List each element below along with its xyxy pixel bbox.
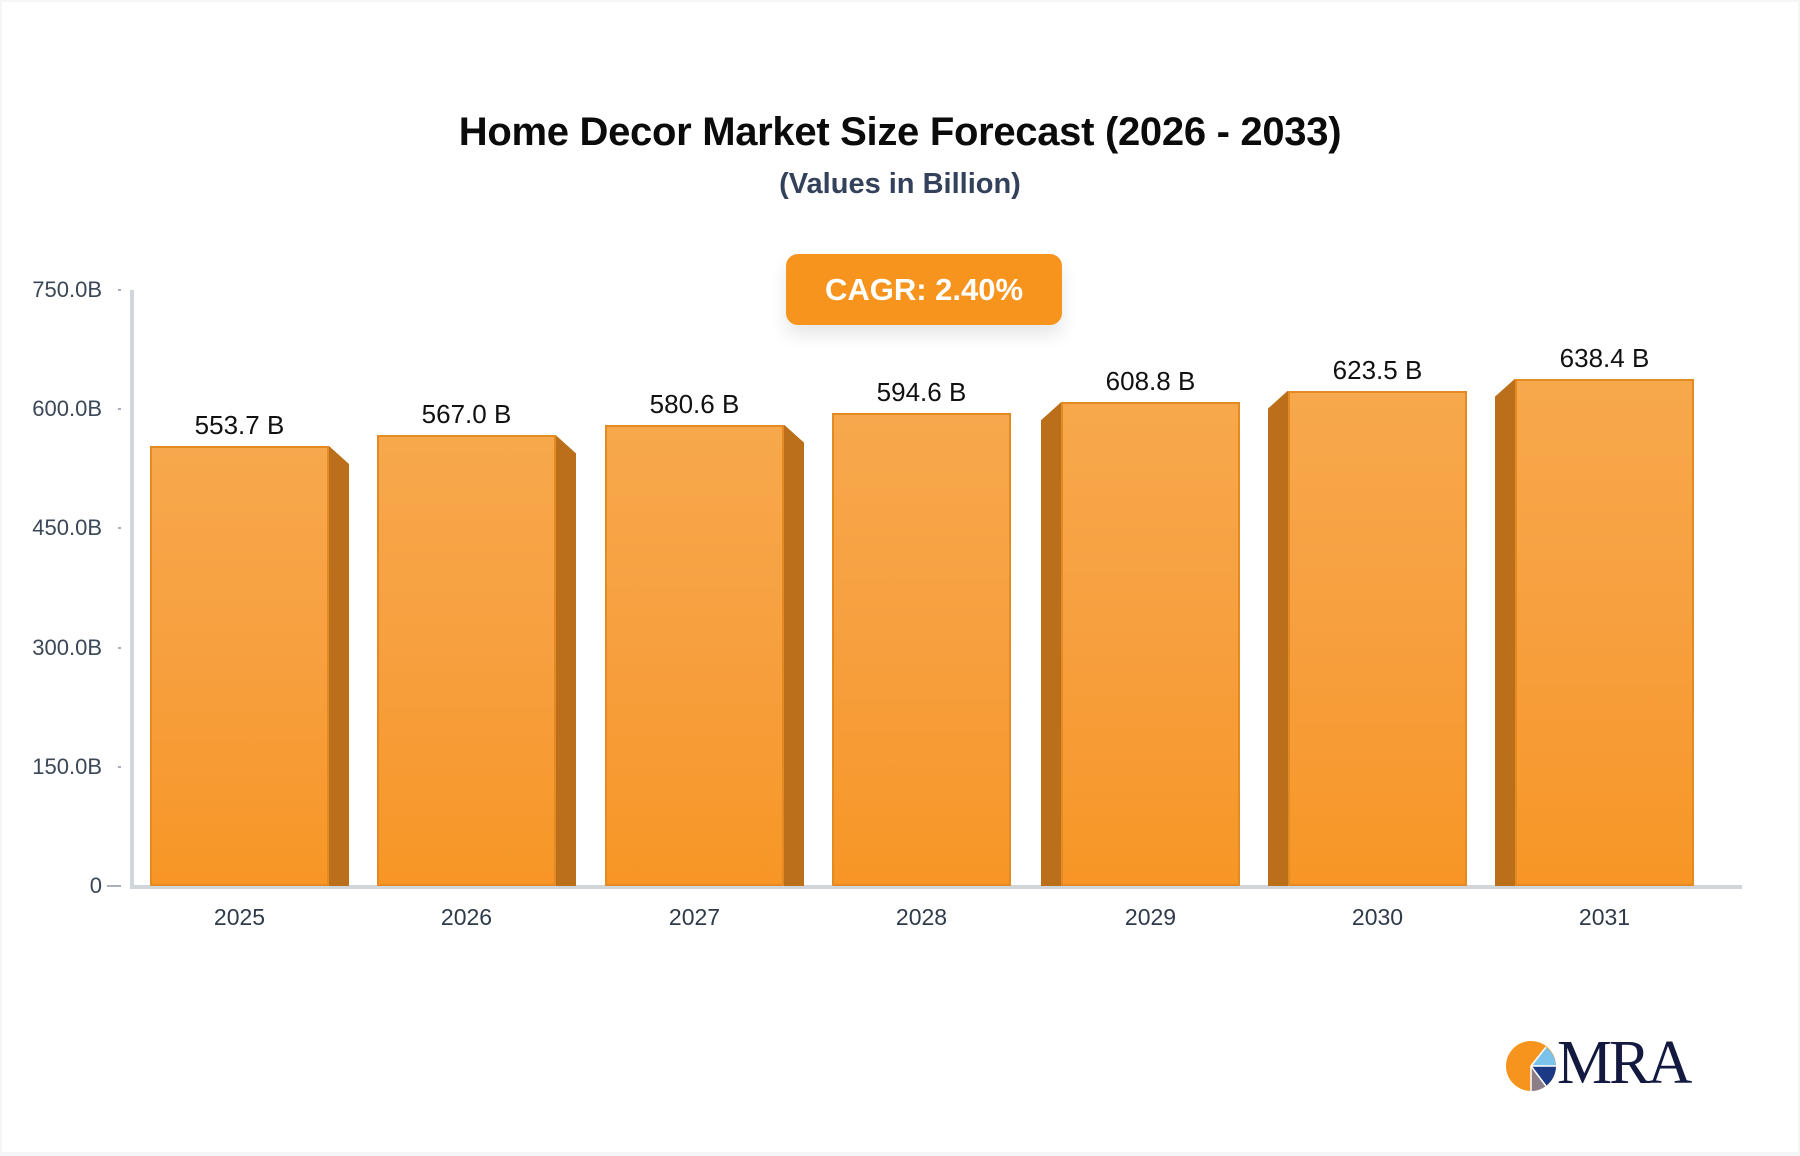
x-axis-line (130, 885, 1742, 889)
bar-value-label: 567.0 B (421, 399, 512, 430)
x-tick-label: 2030 (1351, 904, 1404, 930)
chart-title: Home Decor Market Size Forecast (2026 - … (458, 110, 1342, 154)
y-tick-mark (118, 646, 121, 649)
y-tick-mark (118, 289, 121, 291)
mra-logo: MRA (1505, 1032, 1705, 1094)
bar-side-face (1268, 390, 1288, 886)
bar-2031[interactable] (1515, 378, 1694, 886)
pie-chart-logo-icon (1506, 1041, 1556, 1091)
x-tick-label: 2031 (1578, 904, 1631, 930)
x-tick-label: 2026 (440, 904, 493, 930)
cagr-badge: CAGR: 2.40% (786, 254, 1062, 325)
chart-subtitle: (Values in Billion) (779, 168, 1021, 200)
x-tick-label: 2028 (895, 904, 948, 930)
bar-2026[interactable] (377, 435, 556, 886)
y-tick-label: 450.0B (32, 515, 102, 541)
logo-text: MRA (1557, 1029, 1692, 1097)
bar-2029[interactable] (1061, 402, 1240, 886)
bar-value-label: 623.5 B (1332, 354, 1423, 385)
bar-2030[interactable] (1288, 390, 1467, 886)
bar-2028[interactable] (832, 413, 1011, 886)
y-tick-label: 0 (89, 873, 102, 898)
bar-value-label: 608.8 B (1105, 366, 1196, 397)
y-tick-mark (107, 885, 121, 887)
bar-side-face (1041, 402, 1061, 886)
y-tick-mark (118, 527, 121, 530)
y-tick-label: 600.0B (32, 396, 102, 422)
bar-2025[interactable] (150, 445, 329, 886)
y-axis-line (130, 290, 134, 888)
y-tick-label: 750.0B (32, 277, 102, 302)
y-tick-label: 300.0B (32, 634, 102, 660)
bar-value-label: 594.6 B (876, 377, 967, 408)
bar-side-face (556, 435, 576, 886)
x-tick-label: 2029 (1124, 904, 1177, 930)
bar-value-label: 553.7 B (194, 409, 285, 440)
x-tick-label: 2027 (668, 904, 721, 930)
bar-side-face (784, 424, 804, 886)
x-tick-label: 2025 (213, 904, 266, 930)
y-tick-mark (118, 408, 121, 411)
bar-side-face (329, 445, 349, 886)
bar-2027[interactable] (605, 424, 784, 886)
bar-value-label: 580.6 B (649, 388, 740, 419)
y-tick-mark (118, 765, 121, 768)
bar-value-label: 638.4 B (1559, 342, 1650, 373)
y-tick-label: 150.0B (32, 753, 102, 779)
bar-side-face (1495, 378, 1515, 886)
